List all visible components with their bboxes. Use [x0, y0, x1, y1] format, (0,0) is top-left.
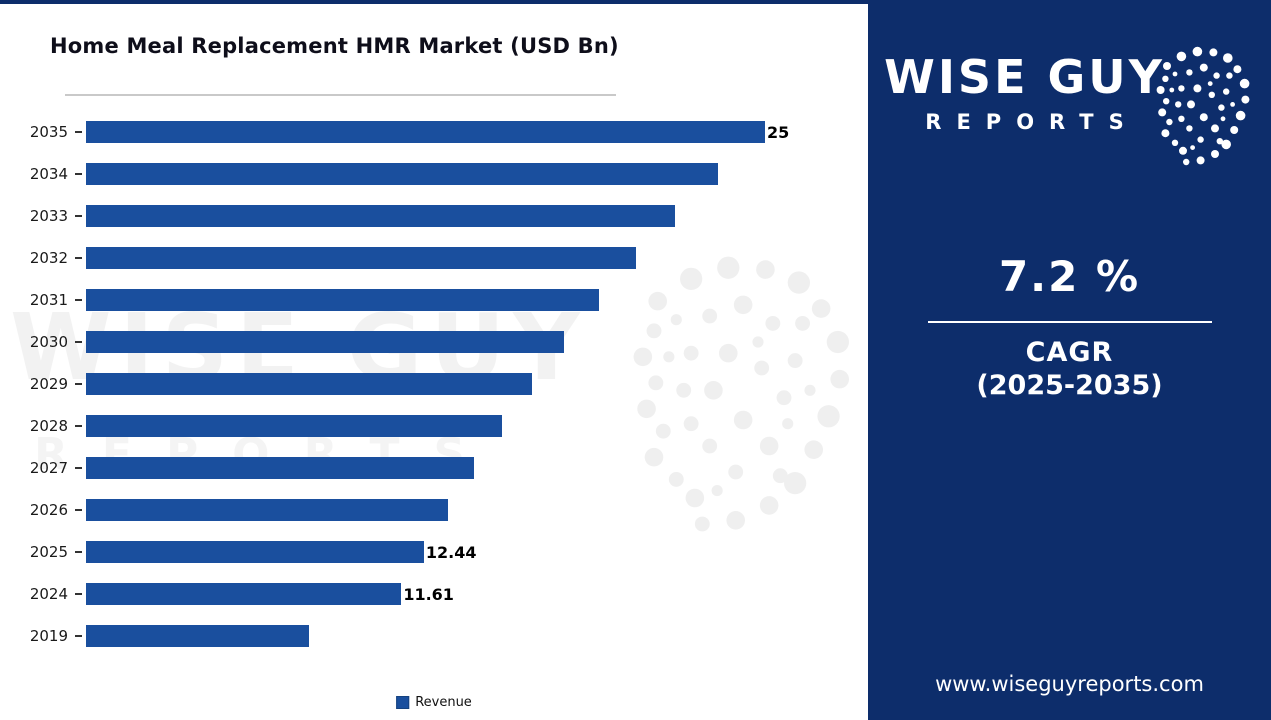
bar-row: 2029 [0, 363, 868, 405]
axis-tick [75, 131, 82, 133]
logo-wordmark-line1: WISE GUY [884, 50, 1165, 104]
chart-legend: Revenue [396, 695, 472, 710]
axis-tick [75, 509, 82, 511]
y-axis-label: 2028 [29, 417, 68, 435]
y-axis-label: 2033 [29, 207, 68, 225]
y-axis-label: 2019 [29, 627, 68, 645]
axis-tick [75, 257, 82, 259]
revenue-bar[interactable] [86, 415, 503, 437]
y-axis-label: 2034 [29, 165, 68, 183]
bar-rows: 2035 25 2034 2033 2032 2031 2030 2029 2028 2027 20… [0, 111, 868, 657]
revenue-bar[interactable] [86, 583, 402, 605]
axis-tick [75, 425, 82, 427]
y-axis-label: 2029 [29, 375, 68, 393]
axis-tick [75, 635, 82, 637]
axis-tick [75, 593, 82, 595]
axis-tick [75, 341, 82, 343]
brand-panel: WISE GUY REPORTS 7.2 % CAGR (2025-2035) … [868, 0, 1271, 720]
bar-row: 2025 12.44 [0, 531, 868, 573]
legend-label-revenue: Revenue [415, 695, 472, 710]
y-axis-label: 2027 [29, 459, 68, 477]
y-axis-label: 2030 [29, 333, 68, 351]
bar-row: 2030 [0, 321, 868, 363]
wise-guy-reports-logo: WISE GUY REPORTS [868, 42, 1271, 170]
revenue-bar[interactable] [86, 205, 676, 227]
logo-wordmark-line2: REPORTS [925, 110, 1139, 134]
revenue-bar[interactable] [86, 457, 475, 479]
bar-row: 2031 [0, 279, 868, 321]
cagr-period: (2025-2035) [976, 370, 1163, 401]
revenue-bar[interactable] [86, 247, 636, 269]
title-divider [65, 94, 616, 96]
cagr-label: CAGR [1025, 337, 1114, 368]
revenue-bar[interactable] [86, 373, 533, 395]
bar-row: 2032 [0, 237, 868, 279]
axis-tick [75, 551, 82, 553]
axis-tick [75, 383, 82, 385]
revenue-bar[interactable] [86, 331, 565, 353]
y-axis-label: 2024 [29, 585, 68, 603]
revenue-bar[interactable] [86, 121, 765, 143]
bar-row: 2027 [0, 447, 868, 489]
cagr-value: 7.2 % [998, 252, 1141, 301]
chart-title: Home Meal Replacement HMR Market (USD Bn… [50, 34, 619, 58]
chart-panel: WISE GUY REPORTS Home Meal Replacement H… [0, 0, 868, 710]
revenue-bar[interactable] [86, 625, 309, 647]
bar-row: 2033 [0, 195, 868, 237]
revenue-bar[interactable] [86, 163, 718, 185]
bar-value-label: 12.44 [425, 542, 477, 562]
cagr-block: 7.2 % CAGR (2025-2035) [868, 252, 1271, 401]
y-axis-label: 2032 [29, 249, 68, 267]
bar-row: 2034 [0, 153, 868, 195]
revenue-bar[interactable] [86, 499, 449, 521]
bar-row: 2028 [0, 405, 868, 447]
y-axis-label: 2026 [29, 501, 68, 519]
bar-row: 2024 11.61 [0, 573, 868, 615]
axis-tick [75, 299, 82, 301]
axis-tick [75, 467, 82, 469]
axis-tick [75, 173, 82, 175]
y-axis-label: 2035 [29, 123, 68, 141]
cagr-divider [927, 321, 1212, 323]
bar-row: 2026 [0, 489, 868, 531]
bar-row: 2035 25 [0, 111, 868, 153]
logo-head-dots-icon [1156, 46, 1250, 166]
axis-tick [75, 215, 82, 217]
bar-row: 2019 [0, 615, 868, 657]
bar-value-label: 11.61 [403, 584, 454, 604]
y-axis-label: 2031 [29, 291, 68, 309]
website-link[interactable]: www.wiseguyreports.com [935, 672, 1204, 696]
revenue-bar[interactable] [86, 289, 599, 311]
bar-value-label: 25 [767, 122, 790, 142]
legend-swatch-revenue [396, 696, 410, 709]
revenue-bar[interactable] [86, 541, 424, 563]
y-axis-label: 2025 [29, 543, 68, 561]
